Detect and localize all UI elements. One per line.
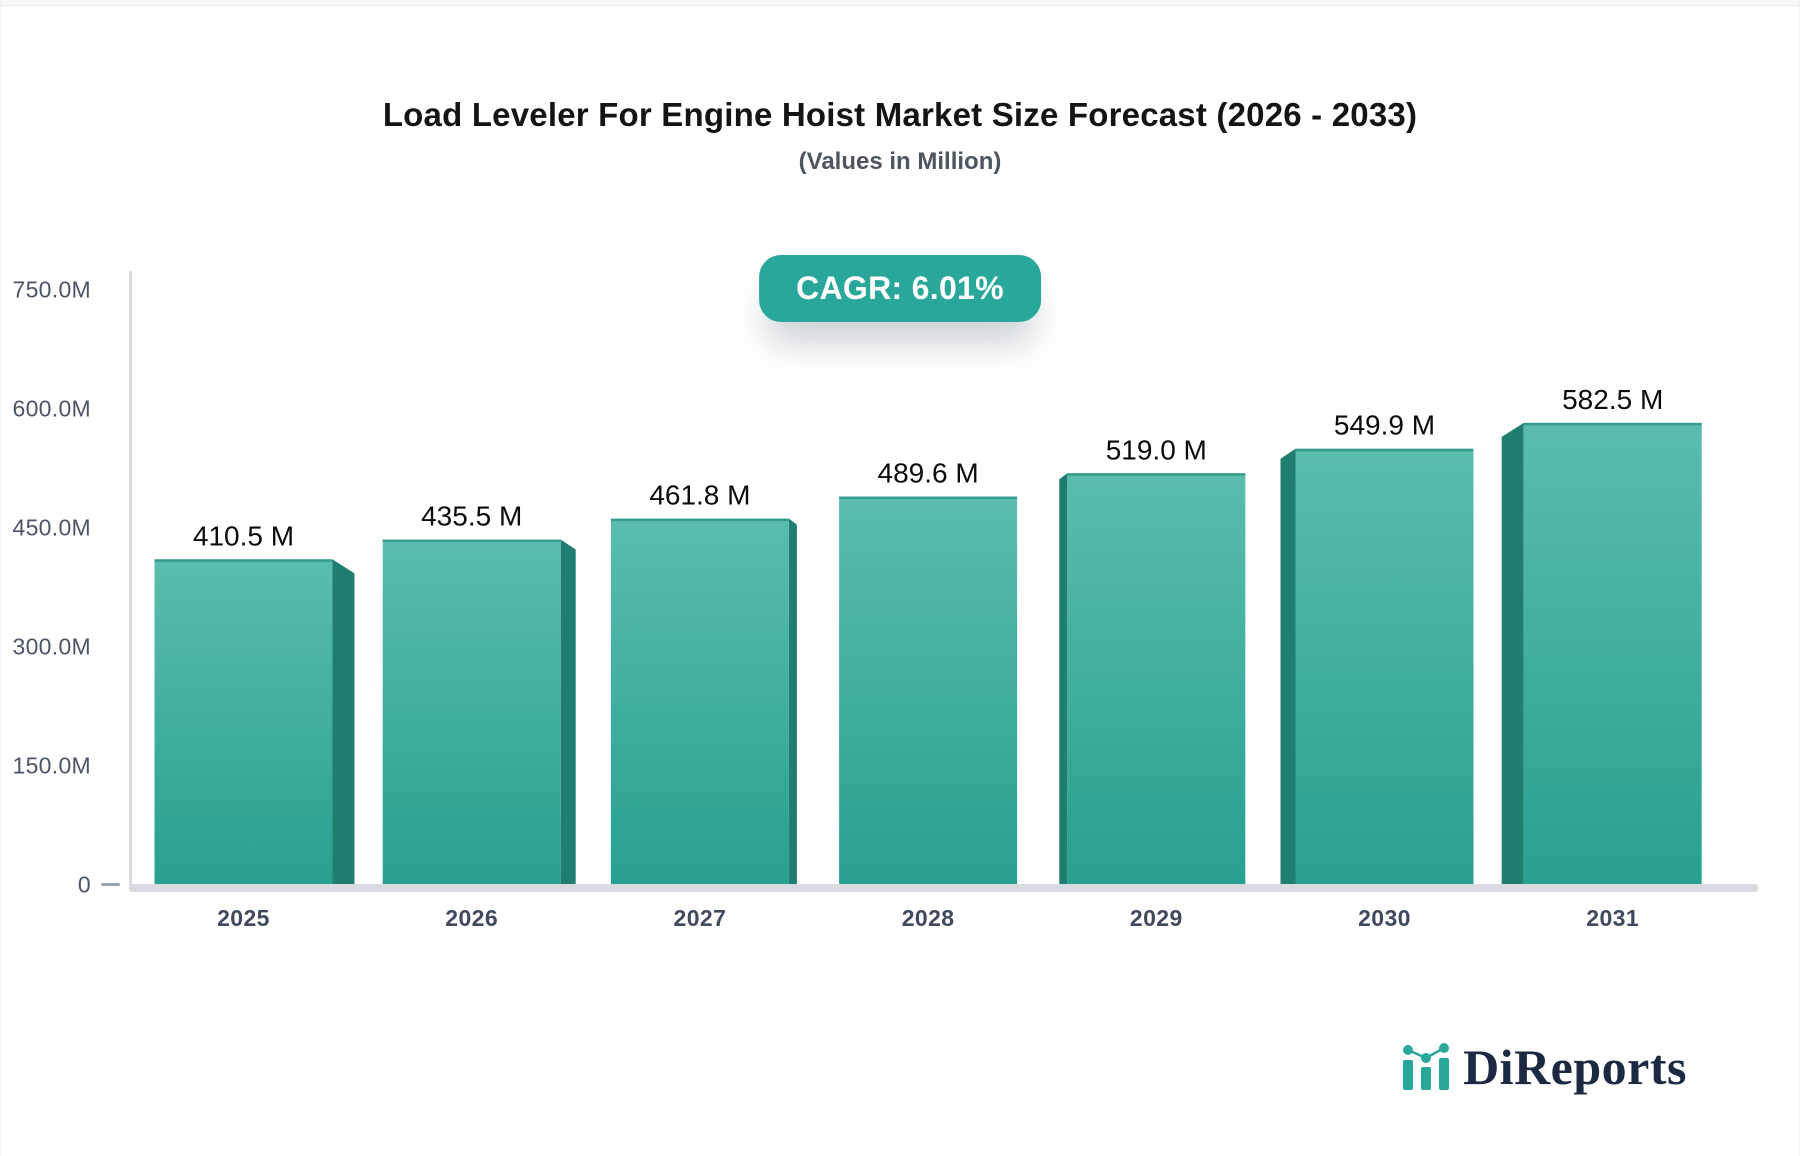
bar-value-label: 582.5 M <box>1562 384 1663 415</box>
y-tick-label: 300.0M <box>12 633 91 660</box>
bar-2030[interactable] <box>1280 448 1474 884</box>
bar-value-label: 410.5 M <box>193 520 294 551</box>
x-tick-label-2029: 2029 <box>1130 905 1183 931</box>
bar-top-edge <box>839 496 1018 500</box>
bar-2026[interactable] <box>382 539 576 884</box>
logo-bar <box>1439 1058 1450 1090</box>
bar-value-label: 519.0 M <box>1106 434 1207 465</box>
logo-bar <box>1421 1067 1432 1090</box>
bar-value-label: 461.8 M <box>649 480 750 511</box>
y-tick-label: 0 <box>77 871 91 898</box>
bar-side-face <box>1059 473 1068 884</box>
mini-bar-chart-icon <box>1403 1043 1450 1090</box>
y-tick-label: 150.0M <box>12 752 91 779</box>
bar-2031[interactable] <box>1501 422 1702 884</box>
x-tick-label-2031: 2031 <box>1586 905 1639 931</box>
card-top-strip <box>1 0 1799 6</box>
bar-face <box>610 518 789 884</box>
bar-top-edge <box>610 518 789 522</box>
y-tick-label: 450.0M <box>12 514 91 541</box>
bar-2027[interactable] <box>610 518 797 884</box>
y-tick-label: 600.0M <box>12 395 91 422</box>
bar-side-face <box>788 518 797 884</box>
logo-dot <box>1403 1045 1414 1055</box>
x-tick-label-2028: 2028 <box>902 905 955 931</box>
bar-2029[interactable] <box>1059 473 1246 884</box>
brand-logo-text: DiReports <box>1463 1039 1687 1095</box>
x-axis-baseline <box>129 884 1758 892</box>
bar-value-label: 549.9 M <box>1334 410 1435 441</box>
bar-top-edge <box>382 539 561 543</box>
zero-tick-dash <box>101 883 120 886</box>
bar-face <box>154 559 333 884</box>
y-axis-line <box>129 271 132 889</box>
bar-face <box>1295 448 1474 884</box>
bar-top-edge <box>154 559 333 562</box>
cagr-badge: CAGR: 6.01% <box>759 255 1041 322</box>
y-tick-label: 750.0M <box>12 276 91 303</box>
bar-side-face <box>332 559 355 884</box>
bar-top-edge <box>1295 448 1474 452</box>
bar-top-edge <box>1067 473 1246 476</box>
value-labels-group: 410.5 M 435.5 M 461.8 M 489.6 M 519.0 M 549.9… <box>193 384 1663 551</box>
bar-face <box>382 539 561 884</box>
bar-2028[interactable] <box>839 496 1018 884</box>
bar-face <box>839 496 1018 884</box>
bar-value-label: 489.6 M <box>878 458 979 489</box>
bar-value-label: 435.5 M <box>421 501 522 532</box>
x-tick-label-2027: 2027 <box>674 905 727 931</box>
bar-side-face <box>1501 422 1524 884</box>
bar-face <box>1067 473 1246 884</box>
chart-title: Load Leveler For Engine Hoist Market Siz… <box>382 96 1418 133</box>
x-tick-label-2025: 2025 <box>217 905 270 931</box>
logo-dot <box>1439 1043 1450 1053</box>
logo-bar <box>1403 1060 1414 1090</box>
chart-subtitle: (Values in Million) <box>798 148 1002 175</box>
x-tick-label-2030: 2030 <box>1358 905 1411 931</box>
bars-group <box>154 422 1702 884</box>
bar-top-edge <box>1523 422 1702 426</box>
bar-side-face <box>1280 448 1296 884</box>
logo-dot <box>1421 1053 1432 1063</box>
bar-2025[interactable] <box>154 559 355 884</box>
brand-logo: DiReports <box>1401 1028 1687 1092</box>
bar-side-face <box>560 539 576 884</box>
bar-face <box>1523 422 1702 884</box>
x-tick-label-2026: 2026 <box>445 905 498 931</box>
x-axis-labels-group: 2025 2026 2027 2028 2029 2030 2031 <box>217 905 1639 931</box>
